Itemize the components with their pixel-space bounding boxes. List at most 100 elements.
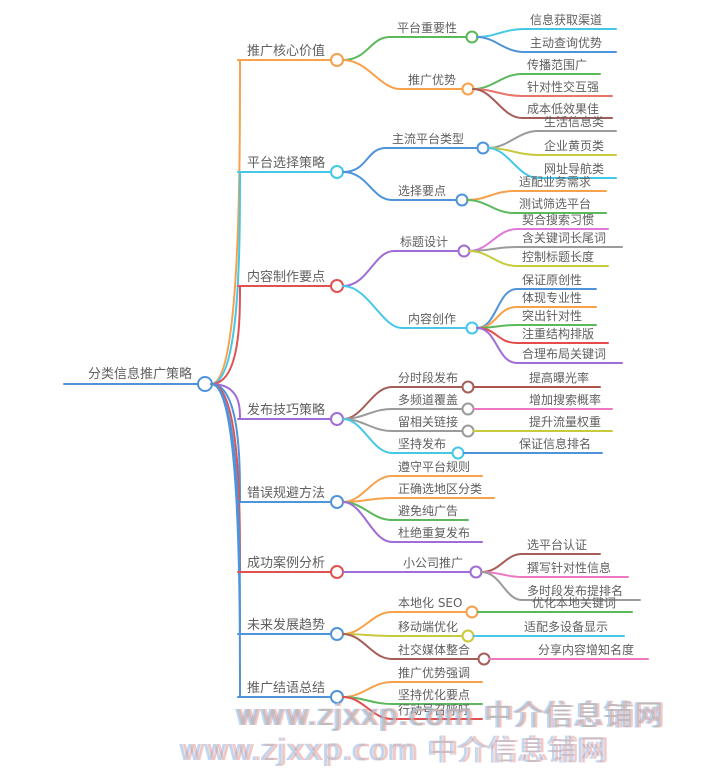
node-label[interactable]: 提升流量权重 <box>529 414 601 429</box>
node-label[interactable]: 契合搜索习惯 <box>522 212 594 227</box>
node-handle[interactable] <box>197 376 213 392</box>
leaf-node[interactable]: 适配业务需求 <box>513 174 607 192</box>
node-title-design[interactable]: 标题设计 <box>393 235 471 258</box>
node-branch-6[interactable]: 未来发展趋势 <box>237 617 344 641</box>
node-label[interactable]: 未来发展趋势 <box>247 617 325 633</box>
node-keep-publishing[interactable]: 坚持发布 <box>391 436 465 460</box>
node-branch-2[interactable]: 内容制作要点 <box>237 269 344 293</box>
node-label[interactable]: 增加搜索概率 <box>529 392 601 407</box>
node-branch-3[interactable]: 发布技巧策略 <box>237 402 344 426</box>
node-label[interactable]: 平台重要性 <box>397 20 457 35</box>
node-label[interactable]: 内容制作要点 <box>247 269 325 285</box>
leaf-node[interactable]: 测试筛选平台 <box>513 196 607 214</box>
node-label[interactable]: 针对性交互强 <box>527 79 599 94</box>
leaf-node[interactable]: 生活信息类 <box>537 114 617 132</box>
node-handle[interactable] <box>461 629 475 643</box>
node-label[interactable]: 突出针对性 <box>522 308 582 323</box>
node-label[interactable]: 生活信息类 <box>544 114 604 129</box>
node-label[interactable]: 多频道覆盖 <box>398 393 458 407</box>
leaf-node[interactable]: 成本低效果佳 <box>521 101 613 119</box>
node-label[interactable]: 错误规避方法 <box>247 485 325 501</box>
node-handle[interactable] <box>330 53 344 67</box>
node-handle[interactable] <box>330 565 344 579</box>
node-label[interactable]: 注重结构排版 <box>522 326 594 341</box>
node-label[interactable]: 分享内容增知名度 <box>538 642 634 657</box>
node-label[interactable]: 内容创作 <box>408 311 456 326</box>
node-handle[interactable] <box>330 627 344 641</box>
leaf-node[interactable]: 多时段发布提排名 <box>521 583 641 601</box>
leaf-node[interactable]: 推广优势强调 <box>391 666 483 683</box>
node-label[interactable]: 多时段发布提排名 <box>527 583 623 598</box>
node-label[interactable]: 信息获取渠道 <box>530 12 602 27</box>
leaf-node[interactable]: 突出针对性 <box>516 308 597 326</box>
node-handle[interactable] <box>476 141 490 155</box>
node-label[interactable]: 成功案例分析 <box>247 556 325 571</box>
leaf-node[interactable]: 增加搜索概率 <box>472 392 613 410</box>
leaf-node[interactable]: 体现专业性 <box>516 290 597 308</box>
node-label[interactable]: 成本低效果佳 <box>527 101 599 116</box>
node-label[interactable]: 移动端优化 <box>398 620 458 634</box>
leaf-node[interactable]: 契合搜索习惯 <box>516 212 609 230</box>
leaf-node[interactable]: 保证信息排名 <box>462 436 603 454</box>
node-label[interactable]: 发布技巧策略 <box>247 402 325 418</box>
node-handle[interactable] <box>469 565 483 579</box>
node-platform-types[interactable]: 主流平台类型 <box>385 131 490 155</box>
leaf-node[interactable]: 杜绝重复发布 <box>391 525 483 543</box>
node-handle[interactable] <box>465 321 479 335</box>
node-branch-7[interactable]: 推广结语总结 <box>237 681 344 704</box>
leaf-node[interactable]: 分享内容增知名度 <box>488 642 649 660</box>
node-handle[interactable] <box>465 605 479 619</box>
node-local-seo[interactable]: 本地化 SEO <box>391 596 479 619</box>
node-content-creation[interactable]: 内容创作 <box>401 311 479 335</box>
leaf-node[interactable]: 信息获取渠道 <box>523 12 617 30</box>
node-label[interactable]: 撰写针对性信息 <box>527 560 611 575</box>
node-handle[interactable] <box>461 424 475 438</box>
node-handle[interactable] <box>461 402 475 416</box>
leaf-node[interactable]: 提高曝光率 <box>472 370 601 388</box>
leaf-node[interactable]: 网址导航类 <box>537 161 617 179</box>
leaf-node[interactable]: 提升流量权重 <box>472 414 613 432</box>
node-label[interactable]: 主动查询优势 <box>530 36 602 50</box>
node-handle[interactable] <box>451 446 465 460</box>
node-label[interactable]: 留相关链接 <box>398 414 458 429</box>
node-label[interactable]: 标题设计 <box>400 235 448 249</box>
node-platform-importance[interactable]: 平台重要性 <box>389 20 479 44</box>
node-label[interactable]: 提高曝光率 <box>529 370 589 385</box>
node-label[interactable]: 测试筛选平台 <box>519 196 591 211</box>
node-handle[interactable] <box>330 165 344 179</box>
node-label[interactable]: 优化本地关键词 <box>532 596 616 610</box>
node-label[interactable]: 推广优势强调 <box>398 666 470 680</box>
node-label[interactable]: 遵守平台规则 <box>398 459 470 474</box>
node-label[interactable]: 平台选择策略 <box>247 155 325 171</box>
leaf-node[interactable]: 针对性交互强 <box>521 79 613 97</box>
node-handle[interactable] <box>457 244 471 258</box>
node-selection-points[interactable]: 选择要点 <box>391 184 469 207</box>
node-root[interactable]: 分类信息推广策略 <box>63 366 213 392</box>
leaf-node[interactable]: 主动查询优势 <box>523 36 617 53</box>
node-label[interactable]: 分类信息推广策略 <box>88 366 192 382</box>
node-label[interactable]: 控制标题长度 <box>522 249 594 264</box>
node-label[interactable]: 含关键词长尾词 <box>522 230 606 245</box>
node-handle[interactable] <box>477 652 491 666</box>
leaf-node[interactable]: 选平台认证 <box>521 537 601 555</box>
node-label[interactable]: 行动号召呼吁 <box>398 703 470 717</box>
leaf-node[interactable]: 企业黄页类 <box>537 138 617 156</box>
leaf-node[interactable]: 撰写针对性信息 <box>521 560 629 578</box>
node-label[interactable]: 坚持发布 <box>398 436 446 451</box>
node-branch-1[interactable]: 平台选择策略 <box>237 155 344 179</box>
leaf-node[interactable]: 遵守平台规则 <box>391 459 483 477</box>
node-mobile-optimization[interactable]: 移动端优化 <box>391 620 475 643</box>
leaf-node[interactable]: 传播范围广 <box>521 57 601 75</box>
node-label[interactable]: 选平台认证 <box>527 537 587 552</box>
node-handle[interactable] <box>330 495 344 509</box>
node-label[interactable]: 推广结语总结 <box>247 681 325 696</box>
node-label[interactable]: 推广核心价值 <box>247 43 325 59</box>
node-multichannel[interactable]: 多频道覆盖 <box>391 393 475 416</box>
node-branch-0[interactable]: 推广核心价值 <box>237 43 344 67</box>
leaf-node[interactable]: 避免纯广告 <box>391 503 469 521</box>
node-label[interactable]: 合理布局关键词 <box>522 346 606 361</box>
node-related-links[interactable]: 留相关链接 <box>391 414 475 438</box>
node-social-media[interactable]: 社交媒体整合 <box>391 642 491 666</box>
node-label[interactable]: 适配业务需求 <box>519 174 591 189</box>
node-label[interactable]: 避免纯广告 <box>398 503 458 518</box>
